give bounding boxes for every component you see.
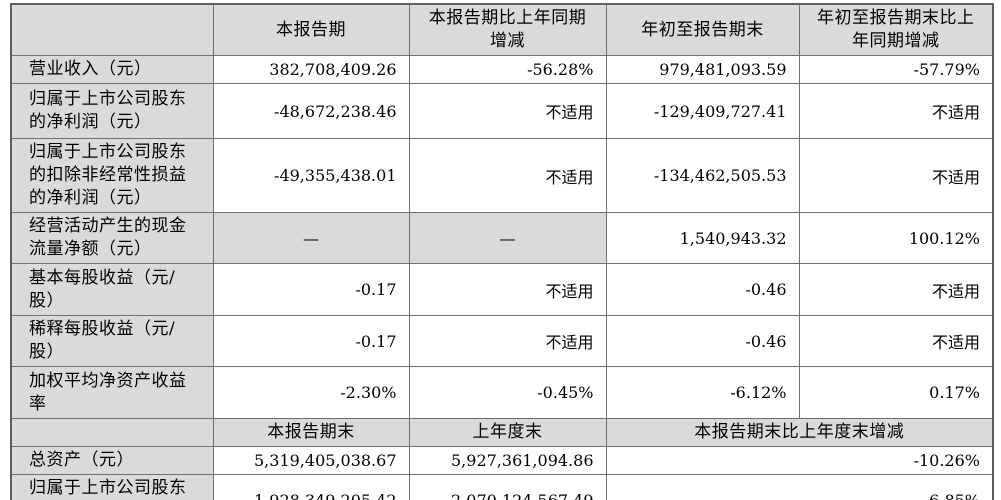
cell-value: -48,672,238.46 (212, 83, 410, 139)
cell-value: -57.79% (798, 55, 994, 84)
period-end-header-row: 本报告期末 上年度末 本报告期末比上年度末增减 (10, 418, 994, 447)
row-label: 归属于上市公司股东的扣除非经常性损益的净利润（元） (10, 138, 214, 213)
cell-value: 100.12% (798, 212, 994, 264)
cell-value: -6.12% (605, 366, 800, 419)
cell-value: 0.17% (798, 366, 994, 419)
cell-value: -0.46 (605, 263, 800, 316)
cell-value: -0.45% (408, 366, 607, 419)
cell-value: 1,540,943.32 (605, 212, 800, 264)
table-row-operating-revenue: 营业收入（元） 382,708,409.26 -56.28% 979,481,0… (10, 55, 994, 84)
table-row-net-profit: 归属于上市公司股东的净利润（元） -48,672,238.46 不适用 -129… (10, 83, 994, 139)
col-header-change-vs-prior-year-end: 本报告期末比上年度末增减 (605, 418, 994, 447)
table-row-equity-attributable-to-shareholders: 归属于上市公司股东的所有者权益（元） 1,928,349,205.42 2,07… (10, 474, 994, 500)
cell-value: 5,319,405,038.67 (212, 446, 410, 475)
col-header-ytd-yoy-change: 年初至报告期末比上年同期增减 (798, 3, 994, 56)
cell-value: 不适用 (408, 83, 607, 139)
cell-value: -10.26% (605, 446, 994, 475)
cell-value: 不适用 (798, 138, 994, 213)
table-row-total-assets: 总资产（元） 5,319,405,038.67 5,927,361,094.86… (10, 446, 994, 475)
cell-value: -2.30% (212, 366, 410, 419)
cell-value: 不适用 (798, 263, 994, 316)
row-label: 营业收入（元） (10, 55, 214, 84)
row-label: 经营活动产生的现金流量净额（元） (10, 212, 214, 264)
col-header-prior-year-end: 上年度末 (408, 418, 607, 447)
cell-value: -56.28% (408, 55, 607, 84)
row-label: 归属于上市公司股东的净利润（元） (10, 83, 214, 139)
cell-value: -134,462,505.53 (605, 138, 800, 213)
cell-value: 979,481,093.59 (605, 55, 800, 84)
cell-value: -0.46 (605, 315, 800, 367)
table-row-net-profit-excl-nonrecurring: 归属于上市公司股东的扣除非经常性损益的净利润（元） -49,355,438.01… (10, 138, 994, 213)
row-label: 归属于上市公司股东的所有者权益（元） (10, 474, 214, 500)
cell-value: 5,927,361,094.86 (408, 446, 607, 475)
table-row-basic-eps: 基本每股收益（元/股） -0.17 不适用 -0.46 不适用 (10, 263, 994, 316)
table-row-weighted-avg-roe: 加权平均净资产收益率 -2.30% -0.45% -6.12% 0.17% (10, 366, 994, 419)
cell-value: -49,355,438.01 (212, 138, 410, 213)
row-label: 总资产（元） (10, 446, 214, 475)
cell-value: -6.85% (605, 474, 994, 500)
key-financials-table: 本报告期 本报告期比上年同期增减 年初至报告期末 年初至报告期末比上年同期增减 … (10, 3, 994, 500)
cell-value: 不适用 (408, 138, 607, 213)
corner-cell (10, 418, 214, 447)
cell-value: 不适用 (408, 315, 607, 367)
cell-value: 不适用 (798, 315, 994, 367)
row-label: 加权平均净资产收益率 (10, 366, 214, 419)
cell-value-dash: — (408, 212, 607, 264)
col-header-period-yoy-change: 本报告期比上年同期增减 (408, 3, 607, 56)
table-row-operating-cash-flow: 经营活动产生的现金流量净额（元） — — 1,540,943.32 100.12… (10, 212, 994, 264)
period-header-row: 本报告期 本报告期比上年同期增减 年初至报告期末 年初至报告期末比上年同期增减 (10, 3, 994, 56)
cell-value: 382,708,409.26 (212, 55, 410, 84)
cell-value: -129,409,727.41 (605, 83, 800, 139)
row-label: 稀释每股收益（元/股） (10, 315, 214, 367)
cell-value: -0.17 (212, 315, 410, 367)
row-label: 基本每股收益（元/股） (10, 263, 214, 316)
cell-value: 2,070,124,567.49 (408, 474, 607, 500)
cell-value: 1,928,349,205.42 (212, 474, 410, 500)
cell-value-dash: — (212, 212, 410, 264)
cell-value: -0.17 (212, 263, 410, 316)
col-header-current-period: 本报告期 (212, 3, 410, 56)
cell-value: 不适用 (798, 83, 994, 139)
report-page: { "colors": { "header_bg": "#dadada", "b… (0, 3, 1001, 500)
corner-cell (10, 3, 214, 56)
table-row-diluted-eps: 稀释每股收益（元/股） -0.17 不适用 -0.46 不适用 (10, 315, 994, 367)
col-header-current-period-end: 本报告期末 (212, 418, 410, 447)
col-header-ytd: 年初至报告期末 (605, 3, 800, 56)
cell-value: 不适用 (408, 263, 607, 316)
